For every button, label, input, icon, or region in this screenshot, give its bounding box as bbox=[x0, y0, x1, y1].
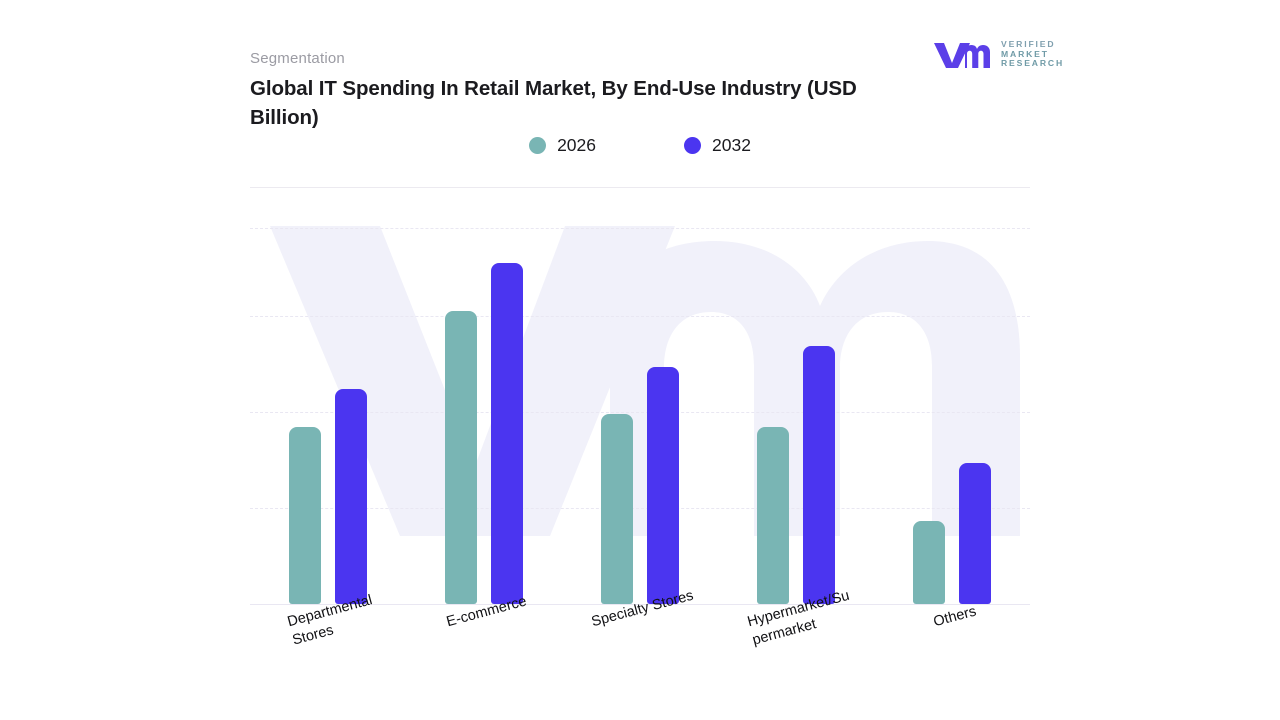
legend-label-2032: 2032 bbox=[712, 135, 751, 155]
bar-2026-hypermarket-supermarket[interactable] bbox=[757, 427, 789, 604]
legend-item-2032[interactable]: 2032 bbox=[684, 135, 751, 156]
x-axis-line bbox=[250, 604, 1030, 605]
x-label-slot-0: Departmental Stores bbox=[250, 592, 406, 698]
verified-market-research-logo: VERIFIED MARKET RESEARCH bbox=[932, 38, 1064, 70]
logo-line-verified: VERIFIED bbox=[1001, 39, 1056, 50]
x-label-slot-3: Hypermarket/Su permarket bbox=[718, 588, 874, 698]
segmentation-eyebrow: Segmentation bbox=[250, 50, 345, 67]
chart-legend: 2026 2032 bbox=[250, 135, 1030, 156]
x-axis-labels: Departmental Stores E-commerce Specialty… bbox=[250, 588, 1030, 708]
bar-2032-others[interactable] bbox=[959, 463, 991, 604]
x-label-slot-2: Specialty Stores bbox=[562, 588, 718, 698]
bar-group-others bbox=[874, 188, 1030, 604]
bar-2026-others[interactable] bbox=[913, 521, 945, 604]
bar-groups bbox=[250, 188, 1030, 604]
gridline-3 bbox=[250, 316, 1030, 317]
x-axis-label-others: Others bbox=[932, 603, 979, 631]
x-label-slot-1: E-commerce bbox=[406, 593, 562, 698]
legend-label-2026: 2026 bbox=[557, 135, 596, 155]
bar-2026-specialty-stores[interactable] bbox=[601, 414, 633, 604]
bar-2032-hypermarket-supermarket[interactable] bbox=[803, 346, 835, 604]
legend-dot-2026 bbox=[529, 137, 547, 154]
bar-2032-specialty-stores[interactable] bbox=[647, 367, 679, 604]
bar-group-specialty-stores bbox=[562, 188, 718, 604]
logo-line-research: RESEARCH bbox=[1001, 58, 1065, 69]
bar-2032-e-commerce[interactable] bbox=[491, 263, 523, 604]
bar-2032-departmental-stores[interactable] bbox=[335, 389, 367, 604]
legend-dot-2032 bbox=[684, 137, 701, 154]
plot-area bbox=[250, 188, 1030, 605]
bar-group-departmental-stores bbox=[250, 188, 406, 604]
bar-2026-departmental-stores[interactable] bbox=[289, 427, 321, 604]
vm-logo-icon bbox=[932, 38, 994, 70]
bar-group-e-commerce bbox=[406, 188, 562, 604]
page-title: Global IT Spending In Retail Market, By … bbox=[250, 77, 857, 129]
x-label-slot-4: Others bbox=[874, 603, 1030, 698]
bar-group-hypermarket-supermarket bbox=[718, 188, 874, 604]
legend-item-2026[interactable]: 2026 bbox=[529, 135, 596, 156]
gridline-4 bbox=[250, 228, 1030, 229]
logo-line-market: MARKET bbox=[1001, 48, 1049, 59]
logo-wordmark: VERIFIED MARKET RESEARCH bbox=[1001, 39, 1064, 69]
gridline-2 bbox=[250, 412, 1030, 413]
header-divider bbox=[250, 187, 1030, 188]
gridline-1 bbox=[250, 508, 1030, 509]
bar-2026-e-commerce[interactable] bbox=[445, 311, 477, 604]
